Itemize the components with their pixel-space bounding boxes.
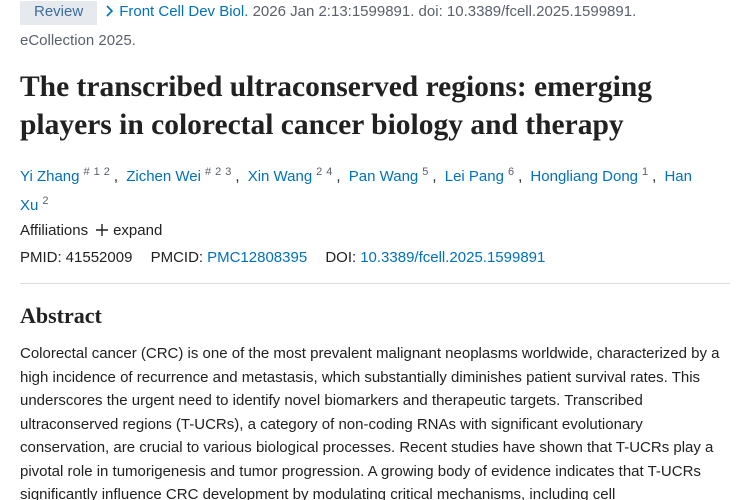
author-name[interactable]: Han Xu — [20, 168, 692, 214]
author-affiliation-refs: 6 — [508, 166, 518, 178]
pmcid-link[interactable]: PMC12808395 — [207, 249, 308, 266]
author-name[interactable]: Yi Zhang — [20, 168, 80, 185]
pmcid-label: PMCID: — [150, 249, 204, 266]
author-name[interactable]: Zichen Wei — [126, 168, 201, 185]
doi-label: DOI: — [325, 249, 357, 266]
abstract-text: Colorectal cancer (CRC) is one of the mo… — [20, 345, 720, 500]
affiliation-ref: # — [83, 166, 90, 178]
author-affiliation-refs: 2 — [42, 195, 52, 207]
author-affiliation-refs: 1 — [642, 166, 652, 178]
identifiers: PMID: 41552009 PMCID: PMC12808395 DOI: 10.3… — [20, 247, 559, 269]
affiliation-ref: 2 — [103, 166, 110, 178]
abstract-heading: Abstract — [20, 303, 102, 328]
doi-link[interactable]: 10.3389/fcell.2025.1599891 — [360, 249, 546, 266]
chevron-icon — [106, 5, 114, 17]
journal-link[interactable]: Front Cell Dev Biol. — [119, 3, 249, 20]
affiliation-ref: 1 — [93, 166, 100, 178]
author-name[interactable]: Hongliang Dong — [530, 168, 638, 185]
affiliation-ref: # — [204, 166, 212, 178]
pmid-label: PMID: — [20, 249, 62, 266]
affiliation-ref: 2 — [42, 195, 49, 207]
citation-details: 2026 Jan 2:13:1599891. doi: 10.3389/fcel… — [252, 3, 637, 20]
author: Han Xu 2 — [20, 168, 692, 214]
author-affiliation-refs: #2 3 — [205, 166, 235, 178]
affiliation-ref: 4 — [326, 166, 333, 178]
affiliation-ref: 6 — [507, 166, 515, 178]
author-name[interactable]: Pan Wang — [348, 168, 419, 185]
affiliations: Affiliations expand — [20, 220, 162, 242]
affiliation-ref: 5 — [422, 166, 429, 178]
affiliation-ref: 3 — [225, 166, 232, 178]
author: Zichen Wei #2 3 — [126, 166, 243, 185]
separator — [20, 283, 730, 284]
pmid: 41552009 — [65, 249, 133, 266]
author: Yi Zhang #1 2 — [20, 166, 122, 185]
affiliation-ref: 2 — [316, 166, 323, 178]
plus-icon — [96, 224, 109, 236]
author: Xin Wang 2 4 — [247, 166, 345, 185]
author: Lei Pang 6 — [444, 166, 527, 185]
affiliations-label: Affiliations — [20, 222, 89, 239]
affiliation-ref: 1 — [642, 166, 649, 178]
author-affiliation-refs: 5 — [422, 166, 432, 178]
citation-bar: Review Front Cell Dev Biol. 2026 Jan 2:13… — [20, 0, 740, 25]
author-name[interactable]: Xin Wang — [247, 168, 313, 185]
article-title: The transcribed ultraconserved regions: … — [20, 71, 652, 141]
badge: Review — [20, 1, 98, 25]
expand-toggle[interactable]: expand — [96, 222, 162, 239]
author: Hongliang Dong 1 — [530, 166, 660, 185]
ecollection: eCollection 2025. — [20, 32, 136, 49]
expand-text: expand — [113, 222, 163, 239]
author-affiliation-refs: #1 2 — [83, 166, 113, 178]
affiliation-ref: 2 — [215, 166, 222, 178]
author: Pan Wang 5 — [348, 166, 441, 185]
author-name[interactable]: Lei Pang — [444, 168, 504, 185]
